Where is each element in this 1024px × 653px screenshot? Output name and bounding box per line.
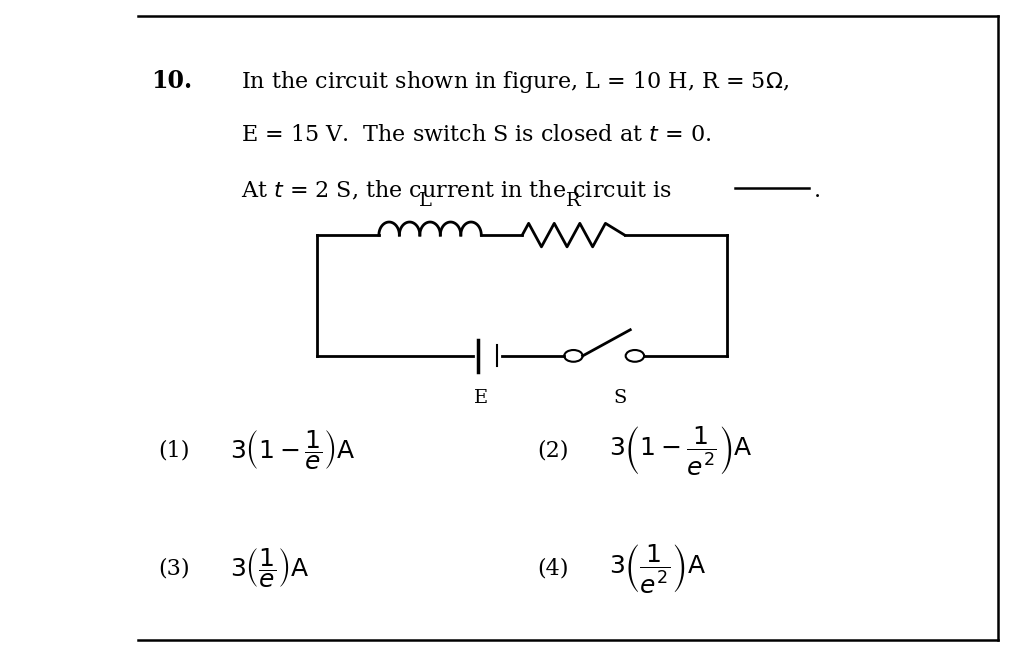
Text: (4): (4) — [538, 557, 569, 579]
Text: 10.: 10. — [152, 69, 193, 93]
Text: (2): (2) — [538, 439, 569, 462]
Text: L: L — [419, 192, 431, 210]
Text: E: E — [474, 389, 488, 407]
Text: $3\left(1-\dfrac{1}{e}\right){\rm A}$: $3\left(1-\dfrac{1}{e}\right){\rm A}$ — [230, 428, 356, 473]
Text: $3\left(\dfrac{1}{e}\right){\rm A}$: $3\left(\dfrac{1}{e}\right){\rm A}$ — [230, 546, 309, 590]
Text: $3\left(\dfrac{1}{e^2}\right){\rm A}$: $3\left(\dfrac{1}{e^2}\right){\rm A}$ — [609, 541, 707, 595]
Text: R: R — [566, 192, 581, 210]
Text: S: S — [613, 389, 626, 407]
Text: (3): (3) — [159, 557, 190, 579]
Text: At $t$ = 2 S, the current in the circuit is: At $t$ = 2 S, the current in the circuit… — [241, 180, 672, 202]
Text: $3\left(1-\dfrac{1}{e^2}\right){\rm A}$: $3\left(1-\dfrac{1}{e^2}\right){\rm A}$ — [609, 424, 753, 477]
Text: E = 15 V.  The switch S is closed at $t$ = 0.: E = 15 V. The switch S is closed at $t$ … — [241, 124, 711, 146]
Text: In the circuit shown in figure, L = 10 H, R = 5$\Omega$,: In the circuit shown in figure, L = 10 H… — [241, 69, 788, 95]
Text: (1): (1) — [159, 439, 190, 462]
Text: .: . — [814, 180, 821, 202]
